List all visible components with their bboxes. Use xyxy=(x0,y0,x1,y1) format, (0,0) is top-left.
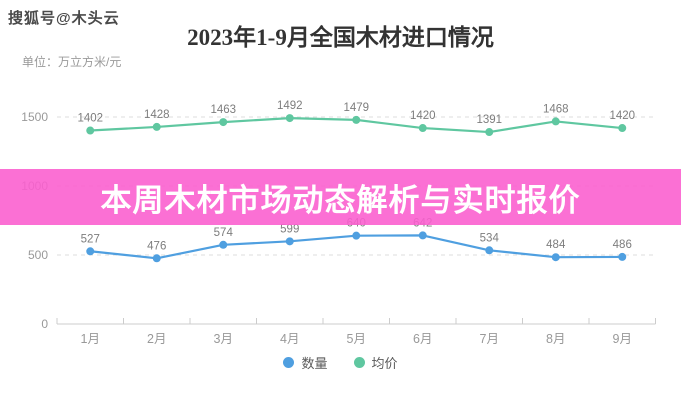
data-label: 484 xyxy=(546,239,566,251)
data-label: 1479 xyxy=(343,102,369,114)
svg-text:2月: 2月 xyxy=(147,332,166,346)
sohu-watermark: 搜狐号@木头云 xyxy=(8,10,120,27)
svg-text:5月: 5月 xyxy=(347,332,366,346)
grid-and-axes: 0500100015001月2月3月4月5月6月7月8月9月 xyxy=(21,110,656,346)
data-point[interactable] xyxy=(152,122,161,131)
chart-legend: 数量 均价 xyxy=(0,353,681,372)
data-label: 1420 xyxy=(609,110,635,122)
data-point[interactable] xyxy=(485,246,494,255)
data-point[interactable] xyxy=(285,237,294,246)
legend-label-price: 均价 xyxy=(371,356,398,371)
legend-item-quantity[interactable]: 数量 xyxy=(283,353,328,372)
data-point[interactable] xyxy=(418,231,427,240)
svg-text:3月: 3月 xyxy=(214,332,233,346)
series-均价: 1402 1428 1463 1492 1479 1420 1391 1468 1420 xyxy=(77,100,635,137)
data-point[interactable] xyxy=(352,231,361,240)
data-point[interactable] xyxy=(418,124,427,133)
data-point[interactable] xyxy=(352,115,361,124)
svg-text:500: 500 xyxy=(28,248,48,262)
series-数量: 527476574599640642534484486 xyxy=(81,217,632,263)
data-point[interactable] xyxy=(551,117,560,126)
data-point[interactable] xyxy=(285,114,294,123)
svg-text:4月: 4月 xyxy=(280,332,299,346)
data-label: 534 xyxy=(480,232,500,244)
data-label: 1402 xyxy=(77,113,103,125)
svg-text:1月: 1月 xyxy=(81,332,100,346)
data-point[interactable] xyxy=(219,118,228,127)
data-label: 1463 xyxy=(210,104,236,116)
data-label: 1420 xyxy=(410,110,436,122)
svg-text:9月: 9月 xyxy=(613,332,632,346)
svg-text:1500: 1500 xyxy=(21,110,48,124)
data-label: 527 xyxy=(81,233,100,245)
svg-text:6月: 6月 xyxy=(413,332,432,346)
data-label: 1391 xyxy=(476,114,502,126)
data-label: 574 xyxy=(214,227,234,239)
data-point[interactable] xyxy=(551,253,560,262)
data-point[interactable] xyxy=(86,247,95,256)
data-label: 1468 xyxy=(543,103,569,115)
data-point[interactable] xyxy=(485,128,494,137)
data-label: 599 xyxy=(280,223,299,235)
data-point[interactable] xyxy=(152,254,161,263)
svg-text:0: 0 xyxy=(41,317,48,331)
data-label: 476 xyxy=(147,240,166,252)
chart-title: 2023年1-9月全国木材进口情况 xyxy=(187,25,494,50)
data-point[interactable] xyxy=(618,252,627,261)
data-point[interactable] xyxy=(618,124,627,133)
unit-label: 单位：万立方米/元 xyxy=(22,55,122,69)
promo-banner: 本周木材市场动态解析与实时报价 xyxy=(0,169,681,225)
data-label: 1428 xyxy=(144,109,170,121)
legend-dot-price xyxy=(353,357,365,368)
data-label: 1492 xyxy=(277,100,303,112)
svg-text:7月: 7月 xyxy=(480,332,499,346)
data-label: 486 xyxy=(613,239,632,251)
legend-dot-quantity xyxy=(283,357,295,368)
promo-banner-text: 本周木材市场动态解析与实时报价 xyxy=(100,182,581,218)
legend-label-quantity: 数量 xyxy=(301,356,328,371)
svg-text:8月: 8月 xyxy=(546,332,565,346)
data-point[interactable] xyxy=(86,126,95,135)
legend-item-price[interactable]: 均价 xyxy=(353,353,398,372)
data-point[interactable] xyxy=(219,240,228,249)
